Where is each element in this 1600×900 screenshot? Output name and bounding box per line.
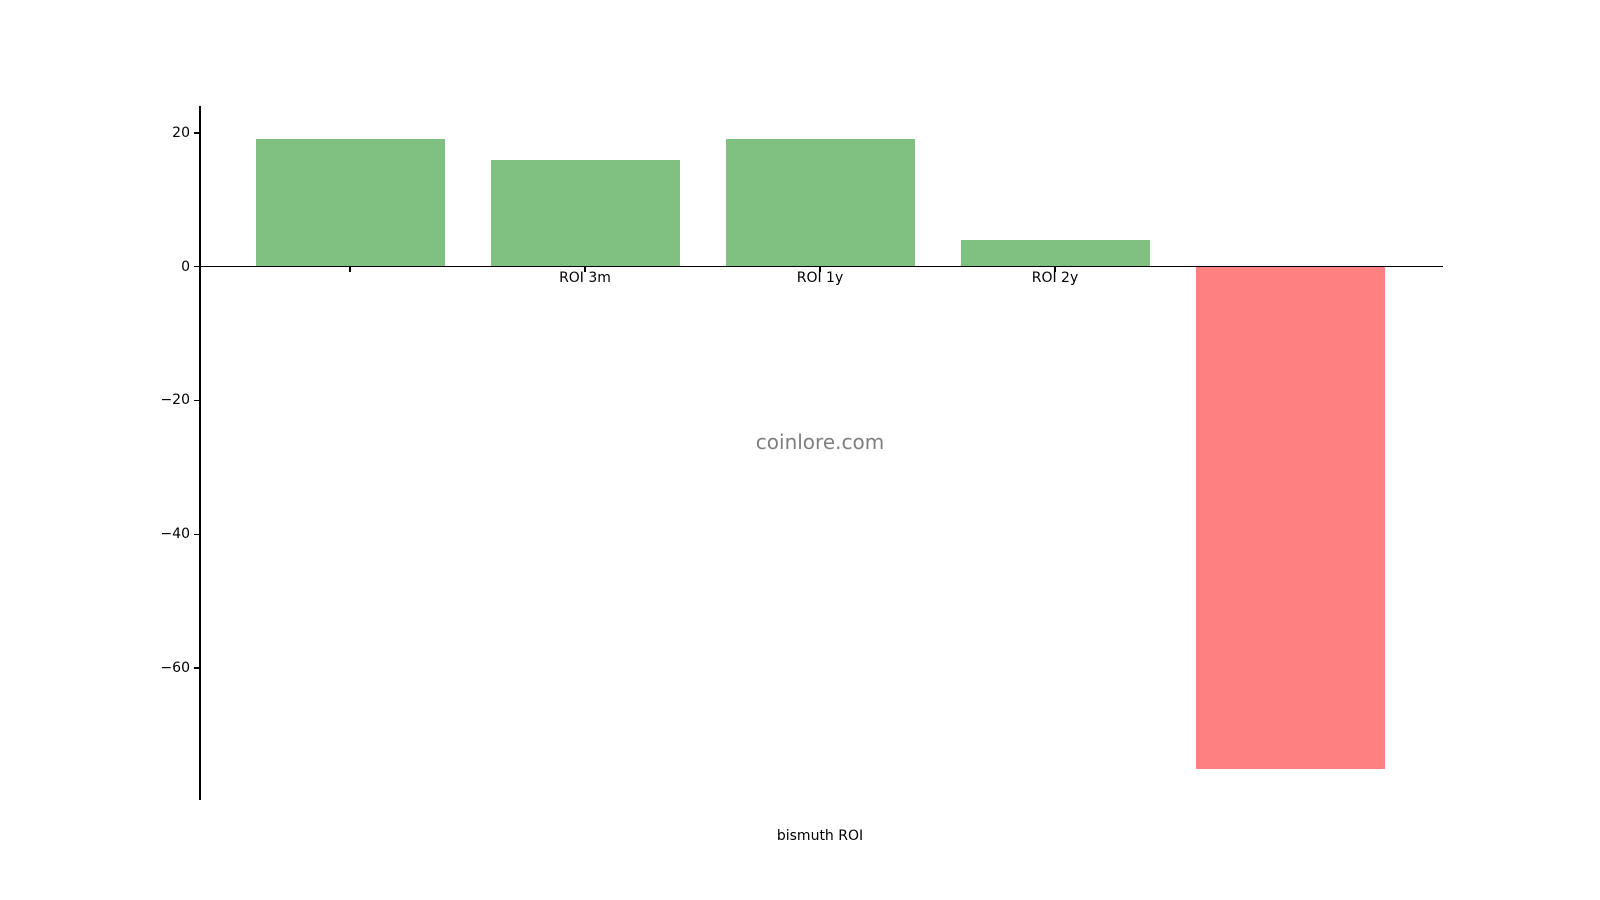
x-axis-line xyxy=(199,265,1443,268)
y-tick-label: −60 xyxy=(160,660,190,677)
x-tick-mark xyxy=(584,266,586,272)
x-axis-title: bismuth ROI xyxy=(776,828,864,844)
y-tick-label: 20 xyxy=(172,124,190,141)
y-tick-mark xyxy=(194,667,199,669)
y-axis-line xyxy=(199,106,201,800)
watermark-text: coinlore.com xyxy=(755,430,885,454)
bar-roi-1y xyxy=(725,139,915,267)
y-tick-label: 0 xyxy=(181,258,190,275)
bar-roi-2y xyxy=(960,239,1150,267)
y-tick-label: −40 xyxy=(160,526,190,543)
y-tick-mark xyxy=(194,399,199,402)
y-tick-label: −20 xyxy=(160,392,190,409)
x-tick-mark xyxy=(1054,266,1056,272)
x-tick-label: ROI 3m xyxy=(559,269,611,286)
y-tick-mark xyxy=(194,265,199,268)
x-tick-label: ROI 2y xyxy=(1031,269,1079,286)
bar-roi-3m xyxy=(490,159,680,267)
y-tick-mark xyxy=(194,533,199,536)
bar-unlabeled-0 xyxy=(255,139,445,267)
bar-unlabeled-4 xyxy=(1195,267,1385,770)
y-tick-mark xyxy=(194,132,199,134)
x-tick-mark xyxy=(819,266,821,272)
x-tick-mark xyxy=(349,266,351,272)
x-tick-label: ROI 1y xyxy=(796,269,844,286)
